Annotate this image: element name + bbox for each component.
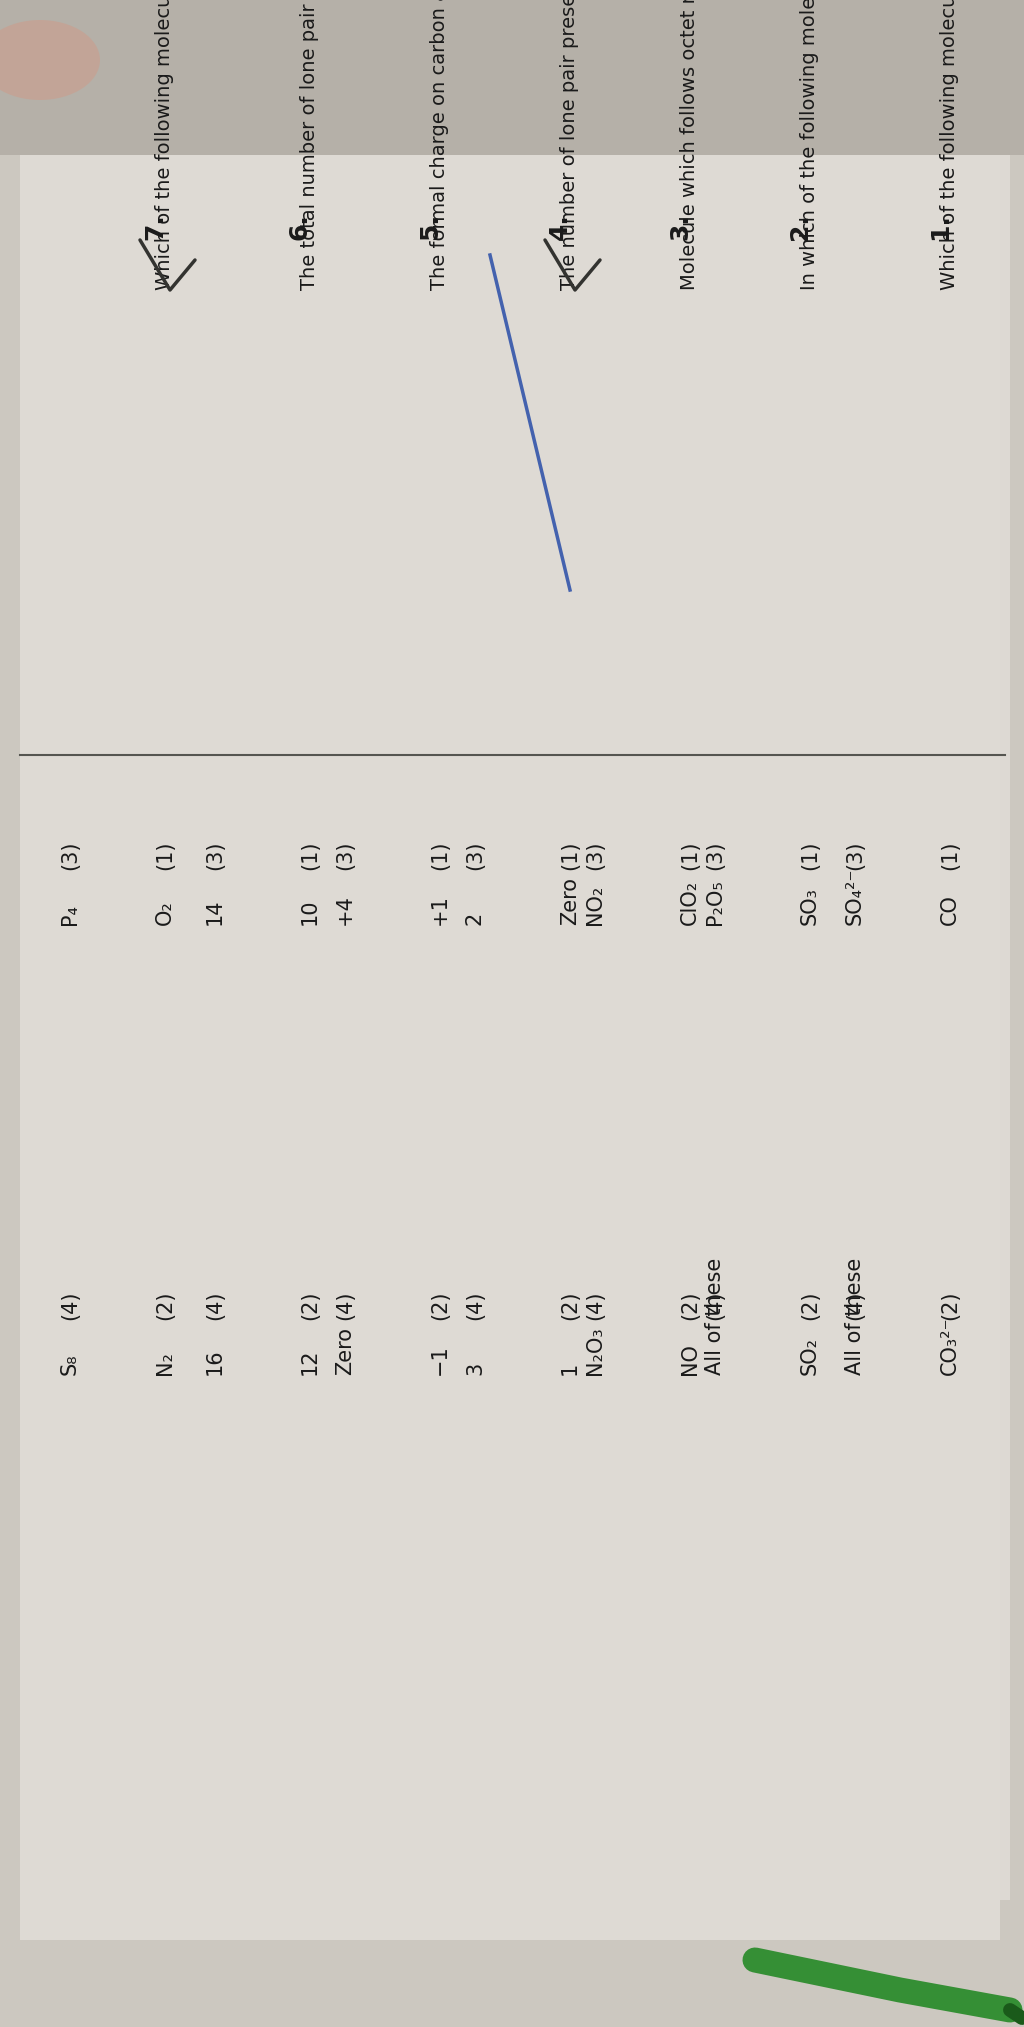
Text: +4: +4 xyxy=(335,894,355,924)
Text: P₄: P₄ xyxy=(60,904,80,924)
Text: Which of the following molecule has triple bond?: Which of the following molecule has trip… xyxy=(155,0,174,290)
Text: NO₂: NO₂ xyxy=(585,884,605,924)
Text: (2): (2) xyxy=(155,1291,175,1320)
Text: (2): (2) xyxy=(300,1291,319,1320)
Text: (1): (1) xyxy=(560,841,580,870)
Text: 16: 16 xyxy=(205,1348,225,1374)
Text: (2): (2) xyxy=(800,1291,820,1320)
Text: (4): (4) xyxy=(585,1291,605,1320)
Text: (3): (3) xyxy=(845,841,865,870)
Text: (4): (4) xyxy=(465,1291,485,1320)
Text: In which of the following molecule, central atom has more than 8 electrons in ou: In which of the following molecule, cent… xyxy=(800,0,819,290)
Text: Which of the following molecule has no dative bond?: Which of the following molecule has no d… xyxy=(940,0,959,290)
Text: ClO₂: ClO₂ xyxy=(680,880,700,924)
Text: (1): (1) xyxy=(940,841,961,870)
Text: S₈: S₈ xyxy=(60,1354,80,1374)
Text: CO: CO xyxy=(940,894,961,924)
Text: (4): (4) xyxy=(335,1291,355,1320)
Text: 1: 1 xyxy=(560,1362,580,1374)
Text: 3: 3 xyxy=(465,1362,485,1374)
Text: (1): (1) xyxy=(155,841,175,870)
Text: All of these: All of these xyxy=(705,1257,725,1374)
Text: Zero: Zero xyxy=(560,878,580,924)
Text: The formal charge on carbon atom in carbonate ion is: The formal charge on carbon atom in carb… xyxy=(430,0,449,290)
Text: 12: 12 xyxy=(300,1348,319,1374)
Text: SO₃: SO₃ xyxy=(800,888,820,924)
Text: (2): (2) xyxy=(430,1291,450,1320)
Text: (3): (3) xyxy=(705,841,725,870)
Text: (3): (3) xyxy=(205,841,225,870)
Text: NO: NO xyxy=(680,1344,700,1374)
Text: 14: 14 xyxy=(205,898,225,924)
Text: (4): (4) xyxy=(845,1291,865,1320)
Text: SO₂: SO₂ xyxy=(800,1338,820,1374)
Ellipse shape xyxy=(0,20,100,99)
Text: N₂: N₂ xyxy=(155,1352,175,1374)
Text: (3): (3) xyxy=(585,841,605,870)
Text: 2.: 2. xyxy=(788,213,812,239)
Text: Zero: Zero xyxy=(335,1328,355,1374)
Text: 2: 2 xyxy=(465,912,485,924)
Bar xyxy=(0,0,1024,154)
Bar xyxy=(20,150,1010,1899)
Text: (2): (2) xyxy=(680,1291,700,1320)
Text: 7.: 7. xyxy=(143,213,167,239)
Text: (3): (3) xyxy=(60,841,80,870)
Text: (4): (4) xyxy=(705,1291,725,1320)
Text: N₂O₃: N₂O₃ xyxy=(585,1326,605,1374)
Text: 5.: 5. xyxy=(418,213,442,239)
Text: 3.: 3. xyxy=(668,213,692,239)
Text: (4): (4) xyxy=(205,1291,225,1320)
Text: The number of lone pair present in N-atom in NH₄⁺ ion is: The number of lone pair present in N-ato… xyxy=(560,0,579,290)
Text: CO₃²⁻: CO₃²⁻ xyxy=(940,1316,961,1374)
Text: Molecule which follows octet rule: Molecule which follows octet rule xyxy=(680,0,699,290)
Text: (3): (3) xyxy=(335,841,355,870)
Text: (2): (2) xyxy=(560,1291,580,1320)
Text: (1): (1) xyxy=(800,841,820,870)
Text: (2): (2) xyxy=(940,1291,961,1320)
Text: All of these: All of these xyxy=(845,1257,865,1374)
Text: 1.: 1. xyxy=(928,213,952,239)
Text: (4): (4) xyxy=(60,1291,80,1320)
Text: 10: 10 xyxy=(300,898,319,924)
Text: (1): (1) xyxy=(300,841,319,870)
Text: (3): (3) xyxy=(465,841,485,870)
Text: 4.: 4. xyxy=(548,213,572,239)
Text: +1: +1 xyxy=(430,894,450,924)
Text: O₂: O₂ xyxy=(155,900,175,924)
Text: −1: −1 xyxy=(430,1344,450,1374)
Text: (1): (1) xyxy=(680,841,700,870)
Text: The total number of lone pair present in XeF₄ is: The total number of lone pair present in… xyxy=(300,0,319,290)
Text: (1): (1) xyxy=(430,841,450,870)
Text: SO₄²⁻: SO₄²⁻ xyxy=(845,868,865,924)
Text: P₂O₅: P₂O₅ xyxy=(705,880,725,924)
Text: 6.: 6. xyxy=(288,213,312,239)
